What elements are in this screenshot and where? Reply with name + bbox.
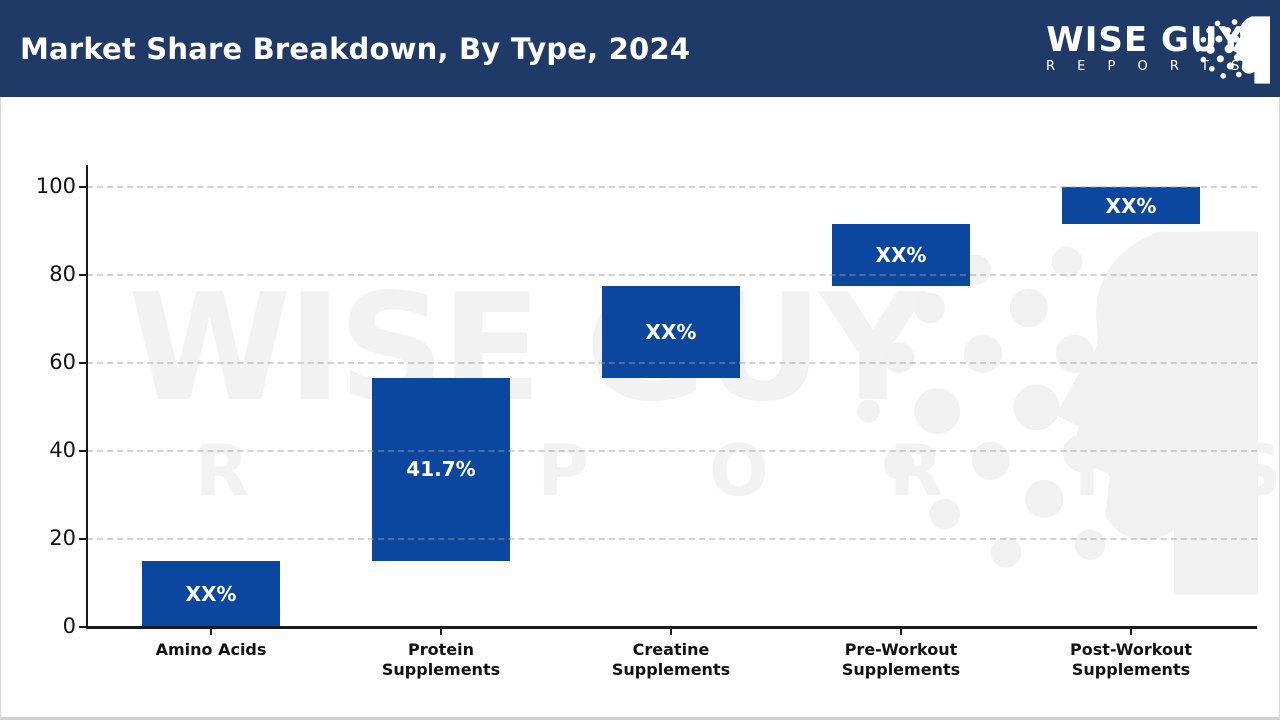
bar-value-label: XX%	[875, 243, 927, 268]
bar-value-label: XX%	[185, 582, 237, 606]
x-tick	[210, 629, 212, 635]
category-label: Post-Workout Supplements	[1069, 640, 1192, 679]
y-tick	[79, 274, 86, 276]
chart-header: Market Share Breakdown, By Type, 2024 WI…	[0, 0, 1280, 97]
y-tick-label: 20	[49, 526, 76, 550]
gridline	[87, 186, 1257, 188]
y-tick-label: 60	[49, 350, 76, 374]
y-tick	[79, 362, 86, 364]
bar-value-label: XX%	[645, 319, 697, 344]
y-axis-spine	[86, 165, 88, 629]
x-tick	[670, 629, 672, 635]
bar-value-label: 41.7%	[406, 457, 476, 482]
bar-value-label: XX%	[1105, 193, 1157, 218]
logo-subtitle: R E P O R T S	[1046, 59, 1249, 74]
logo-head-icon	[1195, 16, 1270, 84]
bar: XX%	[1062, 187, 1200, 225]
y-tick	[79, 626, 86, 628]
wise-guy-reports-logo: WISE GUY R E P O R T S	[1020, 6, 1270, 92]
y-tick-label: 0	[62, 614, 76, 638]
watermark-wordmark: WISE GUY	[128, 262, 926, 434]
y-tick	[79, 186, 86, 188]
bar: XX%	[832, 224, 970, 286]
bar: 41.7%	[372, 377, 510, 561]
watermark-head-icon	[857, 231, 1258, 595]
category-label: Creatine Supplements	[611, 640, 731, 679]
page-title: Market Share Breakdown, By Type, 2024	[20, 31, 691, 66]
bar: XX%	[142, 561, 280, 627]
category-label: Amino Acids	[155, 640, 267, 659]
gridline	[87, 274, 1257, 276]
y-tick-label: 80	[49, 262, 76, 286]
x-tick	[1130, 629, 1132, 635]
y-tick-label: 100	[35, 174, 76, 198]
gridline	[87, 450, 1257, 452]
bar: XX%	[602, 286, 740, 378]
x-tick	[900, 629, 902, 635]
category-label: Protein Supplements	[381, 640, 501, 679]
y-tick	[79, 450, 86, 452]
x-axis-spine	[86, 626, 1257, 629]
category-label: Pre-Workout Supplements	[841, 640, 961, 679]
y-tick	[79, 538, 86, 540]
y-tick-label: 40	[49, 438, 76, 462]
gridline	[87, 538, 1257, 540]
gridline	[87, 362, 1257, 364]
x-tick	[440, 629, 442, 635]
